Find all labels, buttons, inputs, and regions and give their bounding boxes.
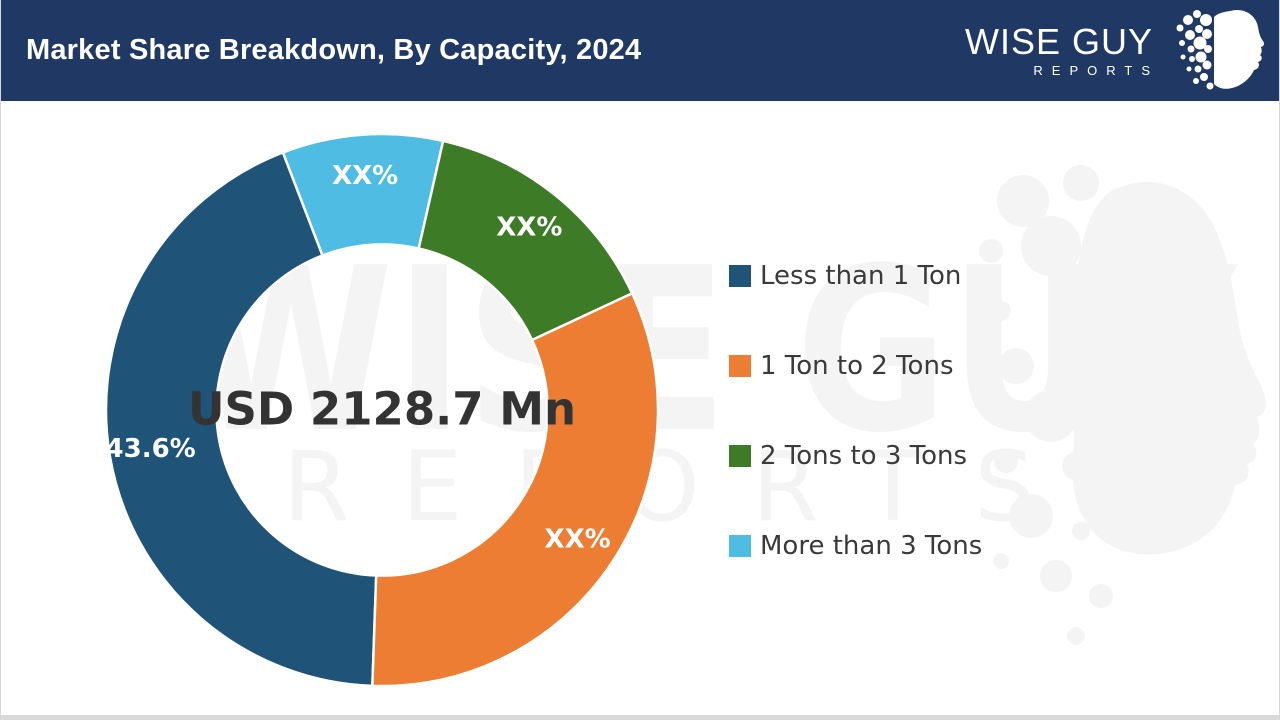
donut-segment-1-ton-to-2-tons[interactable] [371, 292, 660, 688]
legend-item-1-ton-to-2-tons[interactable]: 1 Ton to 2 Tons [729, 351, 982, 381]
slice-label: XX% [545, 524, 611, 554]
legend-label: 1 Ton to 2 Tons [760, 351, 954, 381]
slice-label: 43.6% [106, 434, 196, 464]
page-title: Market Share Breakdown, By Capacity, 202… [26, 34, 642, 66]
slice-label: XX% [496, 212, 562, 242]
brand-logo: WISE GUY REPORTS [965, 7, 1267, 95]
legend-item-less-than-1-ton[interactable]: Less than 1 Ton [729, 261, 982, 291]
brand-subtitle: REPORTS [1033, 63, 1159, 78]
donut-segment-less-than-1-ton[interactable] [104, 151, 378, 688]
legend-swatch [729, 445, 751, 467]
legend-item-2-tons-to-3-tons[interactable]: 2 Tons to 3 Tons [729, 441, 982, 471]
logo-face-icon [1176, 9, 1265, 89]
brand-logo-text: WISE GUY REPORTS [964, 21, 1153, 78]
legend-label: 2 Tons to 3 Tons [760, 441, 968, 471]
legend-swatch [729, 265, 751, 287]
donut-chart: 43.6% XX% XX% XX% [104, 132, 660, 688]
legend-label: Less than 1 Ton [760, 261, 962, 291]
bottom-border [1, 715, 1279, 720]
legend: Less than 1 Ton 1 Ton to 2 Tons 2 Tons t… [729, 261, 982, 561]
legend-swatch [729, 355, 751, 377]
chart-area: WISE GUY REPORTS 43.6% XX% XX% XX% USD 2128… [1, 101, 1279, 720]
header-bar: Market Share Breakdown, By Capacity, 202… [1, 0, 1279, 101]
legend-swatch [729, 535, 751, 557]
brand-name: WISE GUY [964, 21, 1153, 62]
chart-center-value: USD 2128.7 Mn [187, 382, 577, 436]
legend-label: More than 3 Tons [760, 531, 983, 561]
legend-item-more-than-3-tons[interactable]: More than 3 Tons [729, 531, 982, 561]
slice-label: XX% [332, 161, 398, 191]
